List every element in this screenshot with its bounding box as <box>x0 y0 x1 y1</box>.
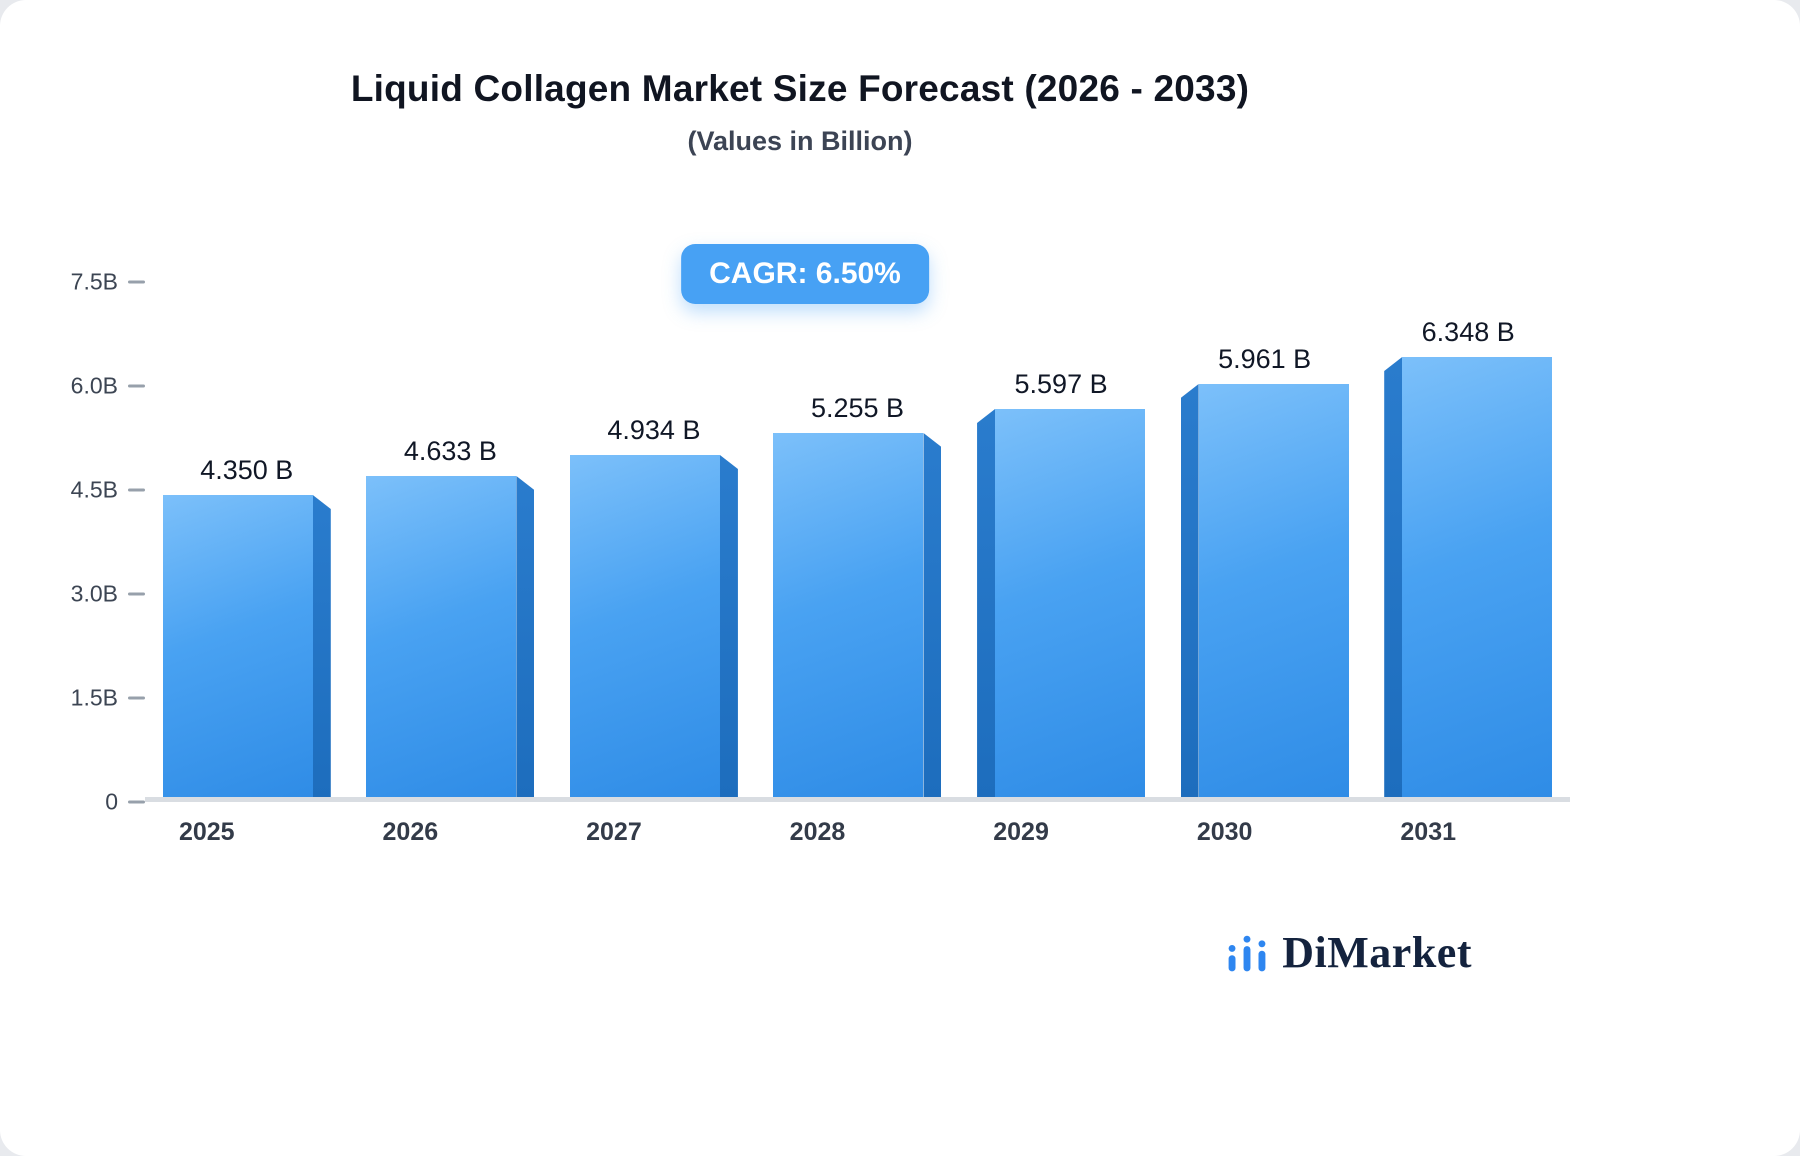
chart-section: CAGR: 6.50% 0 1.5B 3.0B 4.5B 6.0B 7.5B 4.350 … <box>40 244 1570 815</box>
bar <box>162 495 331 797</box>
x-tick-label: 2027 <box>586 818 642 846</box>
bar-face <box>1402 357 1553 797</box>
y-tick: 1.5B <box>71 685 145 712</box>
bar <box>366 476 535 797</box>
x-tick-label: 2030 <box>1196 818 1253 846</box>
x-axis: 2025 2026 2027 2028 2029 2030 2031 <box>105 802 1530 847</box>
bar-value-label: 5.255 B <box>810 393 905 423</box>
bar-column: 5.597 B <box>959 277 1163 797</box>
bar-value-label: 4.350 B <box>200 455 294 485</box>
bar-3d-side <box>1180 384 1199 797</box>
y-axis: 0 1.5B 3.0B 4.5B 6.0B 7.5B <box>40 269 145 815</box>
bar <box>569 455 738 797</box>
bar-value-label: 6.348 B <box>1421 317 1515 347</box>
x-tick-label: 2028 <box>789 818 846 846</box>
y-tick: 4.5B <box>71 477 145 504</box>
bar-face <box>995 409 1146 797</box>
bar-3d-side <box>312 495 331 797</box>
bar <box>773 433 942 797</box>
x-tick-label: 2025 <box>178 818 235 846</box>
y-tick-label: 0 <box>105 788 118 815</box>
y-tick: 0 <box>105 789 145 816</box>
x-tick-label: 2026 <box>382 818 439 846</box>
y-tick: 6.0B <box>71 373 145 400</box>
bar-3d-side <box>719 455 738 797</box>
bar-value-label: 5.597 B <box>1014 369 1108 399</box>
bar-column: 5.255 B <box>756 277 960 797</box>
y-tick-mark <box>128 384 145 388</box>
x-tick-label: 2031 <box>1400 818 1457 846</box>
y-tick-label: 7.5B <box>70 268 118 295</box>
bar-face <box>1198 384 1349 797</box>
bar-face <box>773 433 924 797</box>
chart-title: Liquid Collagen Market Size Forecast (20… <box>350 68 1250 109</box>
y-tick-mark <box>128 592 145 596</box>
bar <box>1384 357 1553 797</box>
bar-chart-logo-icon <box>1224 930 1270 976</box>
bar-value-label: 5.961 B <box>1218 344 1312 374</box>
bar-3d-side <box>977 409 996 797</box>
bar-column: 6.348 B <box>1366 277 1570 797</box>
y-tick-label: 1.5B <box>70 684 118 711</box>
y-tick-label: 3.0B <box>70 580 118 607</box>
bar-face <box>569 455 720 797</box>
cagr-badge: CAGR: 6.50% <box>681 244 929 304</box>
bar-face <box>162 495 313 797</box>
bar-value-label: 4.934 B <box>607 415 701 445</box>
y-tick-mark <box>128 800 145 804</box>
bar-column: 5.961 B <box>1163 277 1367 797</box>
plot-area: 4.350 B 4.633 B 4.934 B 5.255 B 5.597 B 5.961… <box>145 277 1570 802</box>
y-tick-mark <box>128 696 145 700</box>
brand-logo-text: DiMarket <box>1282 928 1472 977</box>
bar-column: 4.350 B <box>145 277 349 797</box>
y-tick-label: 4.5B <box>70 476 118 503</box>
bar-3d-side <box>923 433 942 797</box>
bar-column: 4.934 B <box>552 277 756 797</box>
bar-column: 4.633 B <box>349 277 553 797</box>
y-tick-label: 6.0B <box>70 372 118 399</box>
bar-face <box>366 476 517 797</box>
bar-chart: 0 1.5B 3.0B 4.5B 6.0B 7.5B 4.350 B 4.633 B 4.93… <box>40 269 1570 815</box>
bar <box>1180 384 1349 797</box>
chart-subtitle: (Values in Billion) <box>687 126 913 156</box>
brand-logo: DiMarket <box>1224 927 1472 978</box>
y-tick-mark <box>128 488 145 492</box>
y-tick: 3.0B <box>71 581 145 608</box>
bar-3d-side <box>1384 357 1403 797</box>
y-tick-mark <box>128 280 145 284</box>
bar-3d-side <box>516 476 535 797</box>
y-tick: 7.5B <box>71 269 145 296</box>
bar-value-label: 4.633 B <box>403 436 497 466</box>
x-tick-label: 2029 <box>993 818 1049 846</box>
bar <box>977 409 1146 797</box>
